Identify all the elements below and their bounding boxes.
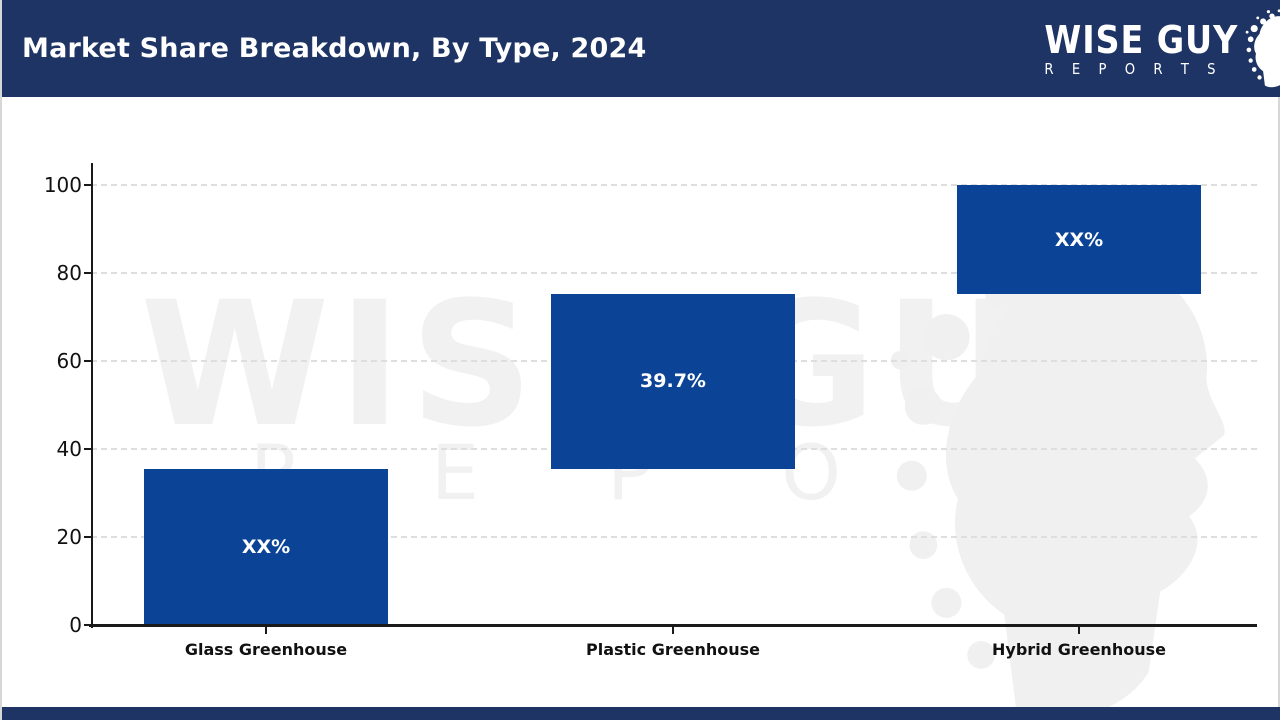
x-tick bbox=[1078, 627, 1080, 634]
category-label: Hybrid Greenhouse bbox=[992, 640, 1166, 659]
category-label: Plastic Greenhouse bbox=[586, 640, 760, 659]
y-tick-label: 20 bbox=[56, 525, 82, 549]
header-bar: Market Share Breakdown, By Type, 2024 WI… bbox=[2, 0, 1280, 97]
logo-reports-text: R E P O R T S bbox=[1044, 60, 1223, 78]
footer-bar bbox=[2, 707, 1280, 720]
y-tick bbox=[84, 272, 91, 274]
y-gridline bbox=[91, 272, 1257, 274]
y-tick-label: 40 bbox=[56, 437, 82, 461]
wiseguy-logo: WISE GUY R E P O R T S bbox=[1018, 6, 1280, 92]
x-tick bbox=[672, 627, 674, 634]
logo-wordmark: WISE GUY bbox=[1044, 18, 1239, 62]
bar-value-label: XX% bbox=[241, 535, 291, 558]
bar-glass-greenhouse: XX% bbox=[144, 468, 388, 625]
y-tick-label: 60 bbox=[56, 349, 82, 373]
y-tick bbox=[84, 184, 91, 186]
y-tick bbox=[84, 448, 91, 450]
bar-hybrid-greenhouse: XX% bbox=[957, 185, 1201, 295]
wiseguy-head-icon bbox=[1245, 9, 1280, 88]
y-tick bbox=[84, 536, 91, 538]
y-gridline bbox=[91, 536, 1257, 538]
y-tick-label: 0 bbox=[69, 613, 82, 637]
logo-text: WISE GUY R E P O R T S bbox=[1044, 21, 1238, 77]
bar-value-label: XX% bbox=[1054, 228, 1104, 251]
bar-plastic-greenhouse: 39.7% bbox=[551, 294, 795, 469]
y-tick bbox=[84, 624, 91, 626]
chart-title: Market Share Breakdown, By Type, 2024 bbox=[22, 33, 647, 64]
category-label: Glass Greenhouse bbox=[184, 640, 348, 659]
y-tick-label: 100 bbox=[43, 173, 82, 197]
bar-value-label: 39.7% bbox=[640, 370, 706, 393]
x-axis-line bbox=[89, 624, 1257, 627]
x-tick bbox=[265, 627, 267, 634]
y-tick bbox=[84, 360, 91, 362]
y-axis-line bbox=[91, 163, 93, 628]
y-gridline bbox=[91, 184, 1257, 186]
y-tick-label: 80 bbox=[56, 261, 82, 285]
